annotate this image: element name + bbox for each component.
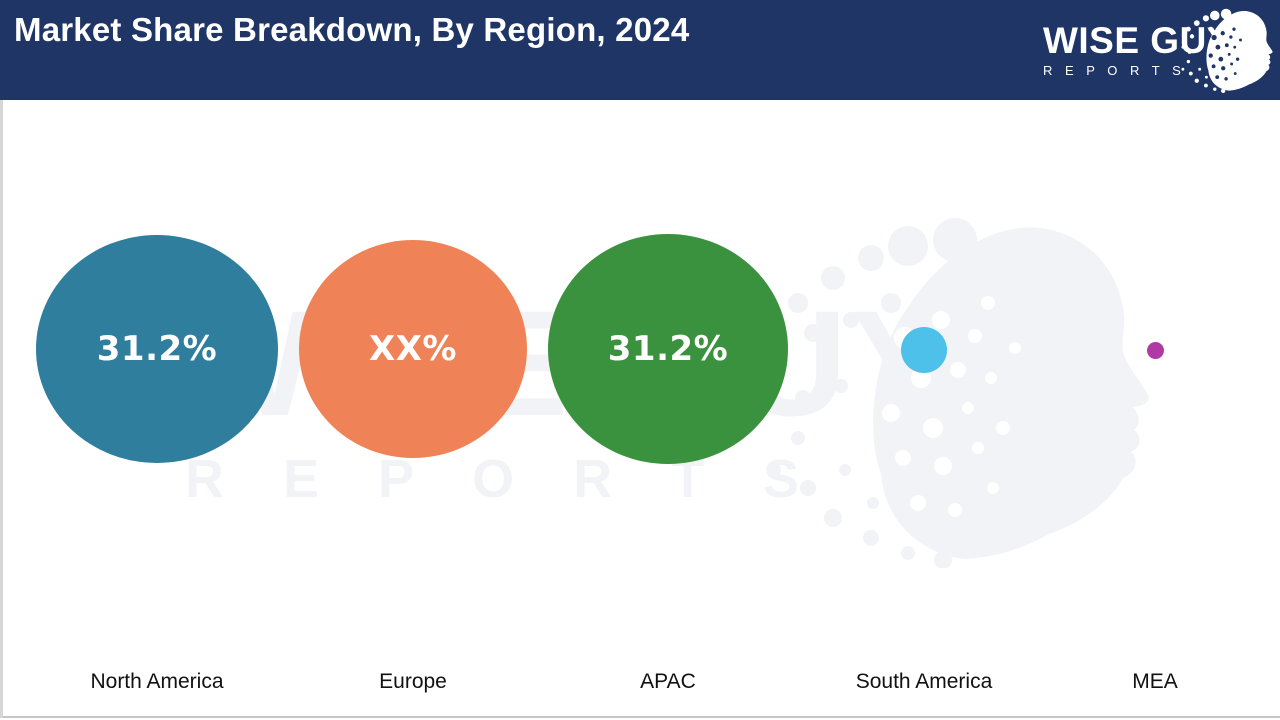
bottom-divider xyxy=(3,716,1280,718)
brand-text: WISE GUY R E P O R T S xyxy=(1043,22,1232,78)
category-label-europe: Europe xyxy=(379,670,447,693)
bubble-mea xyxy=(1146,341,1164,359)
watermark-face-icon xyxy=(769,218,1149,568)
brand-tagline: R E P O R T S xyxy=(1042,63,1186,78)
brand-name: WISE GUY xyxy=(1042,20,1232,61)
category-label-mea: MEA xyxy=(1132,670,1178,693)
brand-logo: WISE GUY R E P O R T S xyxy=(1043,4,1276,96)
chart-area: WISE GUY R E P O R T S 31.2% XX% 31.2% N… xyxy=(0,100,1280,718)
category-label-south-america: South America xyxy=(855,670,993,693)
bubble-europe: XX% xyxy=(299,240,527,458)
bubble-value-north-america: 31.2% xyxy=(96,329,218,369)
page-title: Market Share Breakdown, By Region, 2024 xyxy=(14,11,690,48)
bubble-value-europe: XX% xyxy=(369,329,457,369)
category-label-apac: APAC xyxy=(640,670,696,693)
header: Market Share Breakdown, By Region, 2024 … xyxy=(0,0,1280,100)
bubble-south-america xyxy=(901,327,947,373)
category-label-north-america: North America xyxy=(90,670,224,693)
bubble-value-apac: 31.2% xyxy=(607,329,729,369)
bubble-north-america: 31.2% xyxy=(36,235,278,463)
bubble-apac: 31.2% xyxy=(548,234,788,464)
watermark-brand-tagline: R E P O R T S xyxy=(185,449,822,509)
brand-face-icon xyxy=(1181,8,1273,93)
